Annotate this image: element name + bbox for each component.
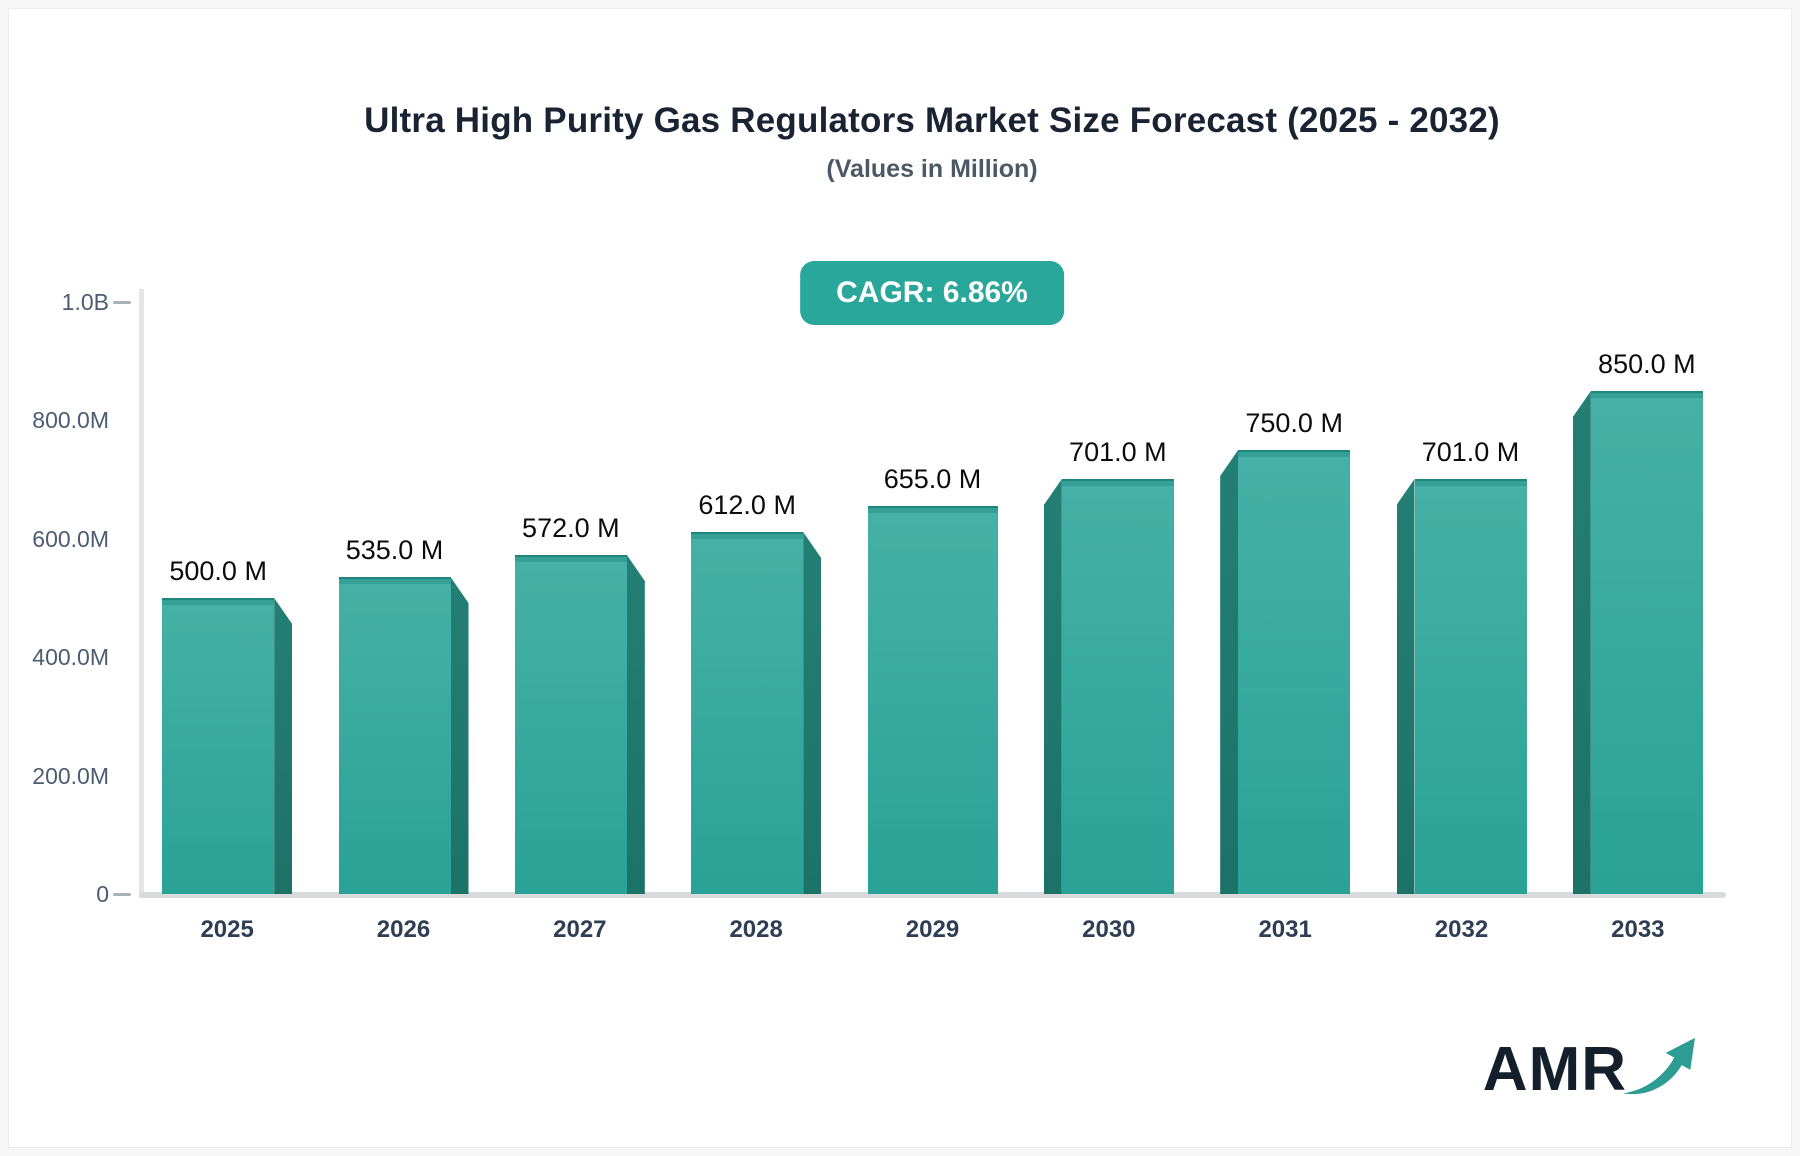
- y-axis-tick: [113, 301, 131, 304]
- amr-logo-text: AMR: [1482, 1035, 1627, 1104]
- y-axis-label: 0: [96, 881, 109, 907]
- bar-2027: [514, 555, 645, 894]
- x-axis-label: 2027: [553, 916, 607, 943]
- y-axis-label: 800.0M: [32, 407, 109, 434]
- bar-side-3d: [1043, 479, 1062, 894]
- y-axis-line: [139, 289, 144, 898]
- x-axis-label: 2032: [1434, 916, 1489, 943]
- x-axis-label: 2029: [905, 916, 960, 943]
- bar-side-3d: [1220, 450, 1239, 894]
- bar-value-label: 850.0 M: [1598, 349, 1696, 379]
- bar-2033: [1572, 391, 1703, 894]
- bar-top-cap: [691, 532, 804, 539]
- x-axis-label: 2026: [376, 916, 431, 943]
- chart-card: Ultra High Purity Gas Regulators Market …: [8, 8, 1792, 1148]
- chart-title: Ultra High Purity Gas Regulators Market …: [364, 101, 1500, 140]
- x-axis-label: 2031: [1258, 916, 1312, 943]
- bar-value-label: 500.0 M: [169, 556, 267, 586]
- bar-front-face: [1238, 450, 1351, 894]
- y-axis-label: 1.0B: [61, 289, 109, 315]
- bar-2031: [1220, 450, 1351, 894]
- bar-value-label: 612.0 M: [698, 490, 796, 520]
- bar-front-face: [338, 577, 451, 894]
- growth-arrow-icon: [1623, 1037, 1695, 1095]
- bar-2028: [691, 532, 822, 894]
- bar-2030: [1043, 479, 1174, 894]
- chart-subtitle: (Values in Million): [826, 155, 1038, 183]
- x-axis-baseline: [139, 892, 1726, 898]
- bar-side-3d: [274, 598, 293, 894]
- x-axis-label: 2028: [729, 916, 783, 943]
- bar-2026: [338, 577, 469, 894]
- y-axis-label: 200.0M: [32, 762, 109, 789]
- bar-top-cap: [338, 577, 451, 584]
- bar-front-face: [1414, 479, 1527, 894]
- bar-front-face: [867, 506, 998, 894]
- bar-front-face: [1590, 391, 1703, 894]
- x-axis-label: 2025: [200, 916, 254, 943]
- bar-value-label: 701.0 M: [1069, 437, 1167, 467]
- bar-front-face: [1061, 479, 1174, 894]
- bar-front-face: [514, 555, 627, 894]
- bar-value-label: 535.0 M: [345, 535, 444, 565]
- bar-2032: [1396, 479, 1527, 894]
- y-axis-label: 600.0M: [32, 525, 109, 552]
- y-axis-label: 400.0M: [32, 644, 109, 671]
- bar-value-label: 572.0 M: [522, 513, 620, 543]
- bar-side-3d: [450, 577, 469, 894]
- bar-side-3d: [1572, 391, 1591, 894]
- bar-side-3d: [803, 532, 822, 894]
- bar-value-label: 750.0 M: [1245, 408, 1343, 438]
- bar-2029: [867, 506, 998, 894]
- bar-side-3d: [626, 555, 645, 894]
- bar-value-label: 655.0 M: [883, 464, 982, 494]
- bar-2025: [162, 598, 293, 894]
- bar-side-3d: [1396, 479, 1415, 894]
- bar-top-cap: [1590, 391, 1703, 398]
- bar-value-label: 701.0 M: [1421, 437, 1520, 467]
- bar-top-cap: [1061, 479, 1174, 486]
- bar-top-cap: [162, 598, 275, 605]
- cagr-badge: CAGR: 6.86%: [800, 261, 1064, 325]
- x-axis-label: 2030: [1082, 916, 1136, 943]
- y-axis-tick: [113, 893, 131, 896]
- bar-front-face: [162, 598, 275, 894]
- amr-logo: AMR: [1483, 1035, 1705, 1105]
- bar-top-cap: [1414, 479, 1527, 486]
- x-axis-label: 2033: [1611, 916, 1665, 943]
- bar-top-cap: [1238, 450, 1351, 457]
- bar-top-cap: [867, 506, 998, 513]
- bar-top-cap: [514, 555, 627, 562]
- bar-front-face: [691, 532, 804, 894]
